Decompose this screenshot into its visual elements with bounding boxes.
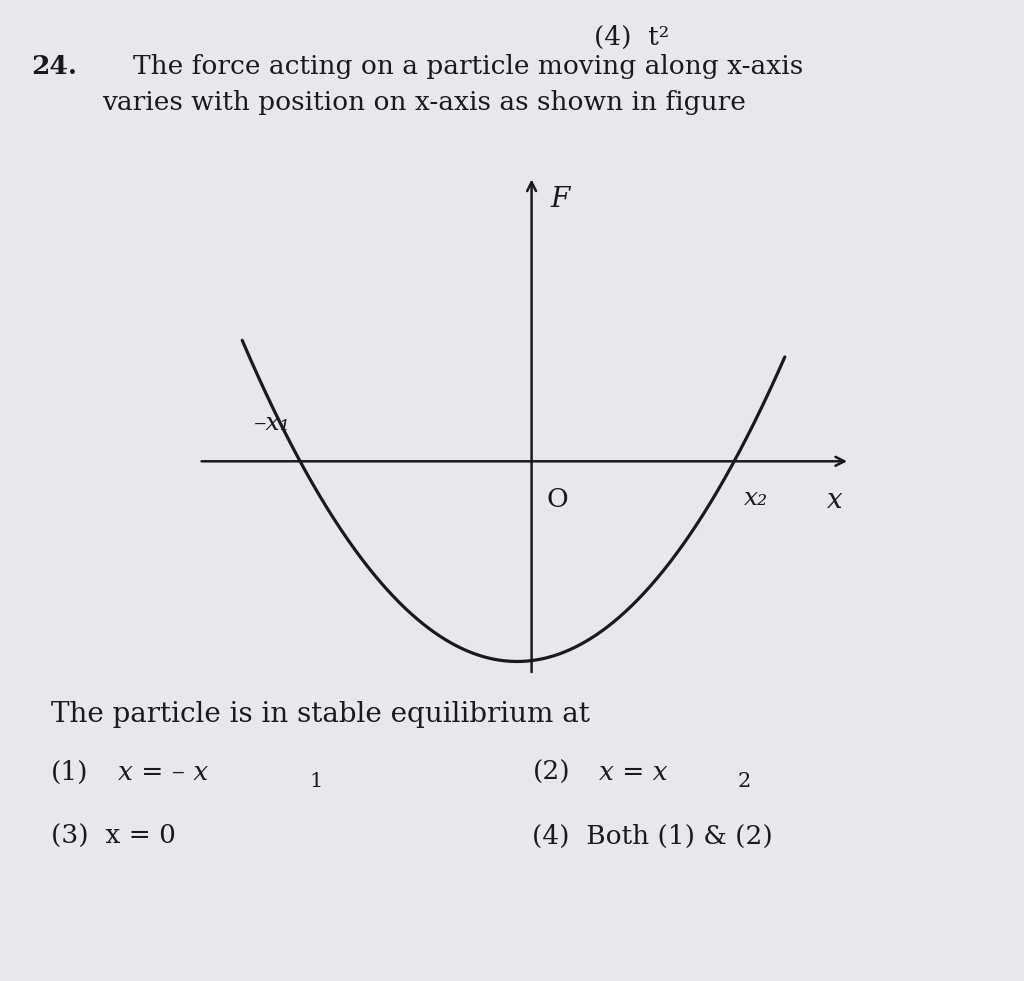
Text: (1): (1) [51, 760, 89, 785]
Text: The force acting on a particle moving along x-axis: The force acting on a particle moving al… [133, 54, 804, 78]
Text: (2): (2) [532, 760, 570, 785]
Text: (4)  Both (1) & (2): (4) Both (1) & (2) [532, 824, 773, 849]
Text: varies with position on x-axis as shown in figure: varies with position on x-axis as shown … [102, 90, 746, 115]
Text: x₂: x₂ [744, 488, 768, 510]
Text: (3)  x = 0: (3) x = 0 [51, 824, 176, 849]
Text: x: x [827, 488, 843, 514]
Text: x = – x: x = – x [118, 760, 208, 785]
Text: The particle is in stable equilibrium at: The particle is in stable equilibrium at [51, 701, 590, 729]
Text: F: F [551, 186, 569, 213]
Text: 24.: 24. [31, 54, 77, 78]
Text: x = x: x = x [599, 760, 668, 785]
Text: 2: 2 [737, 772, 751, 791]
Text: O: O [546, 488, 568, 512]
Text: (4)  t²: (4) t² [594, 25, 669, 49]
Text: –x₁: –x₁ [253, 412, 290, 436]
Text: 1: 1 [309, 772, 323, 791]
